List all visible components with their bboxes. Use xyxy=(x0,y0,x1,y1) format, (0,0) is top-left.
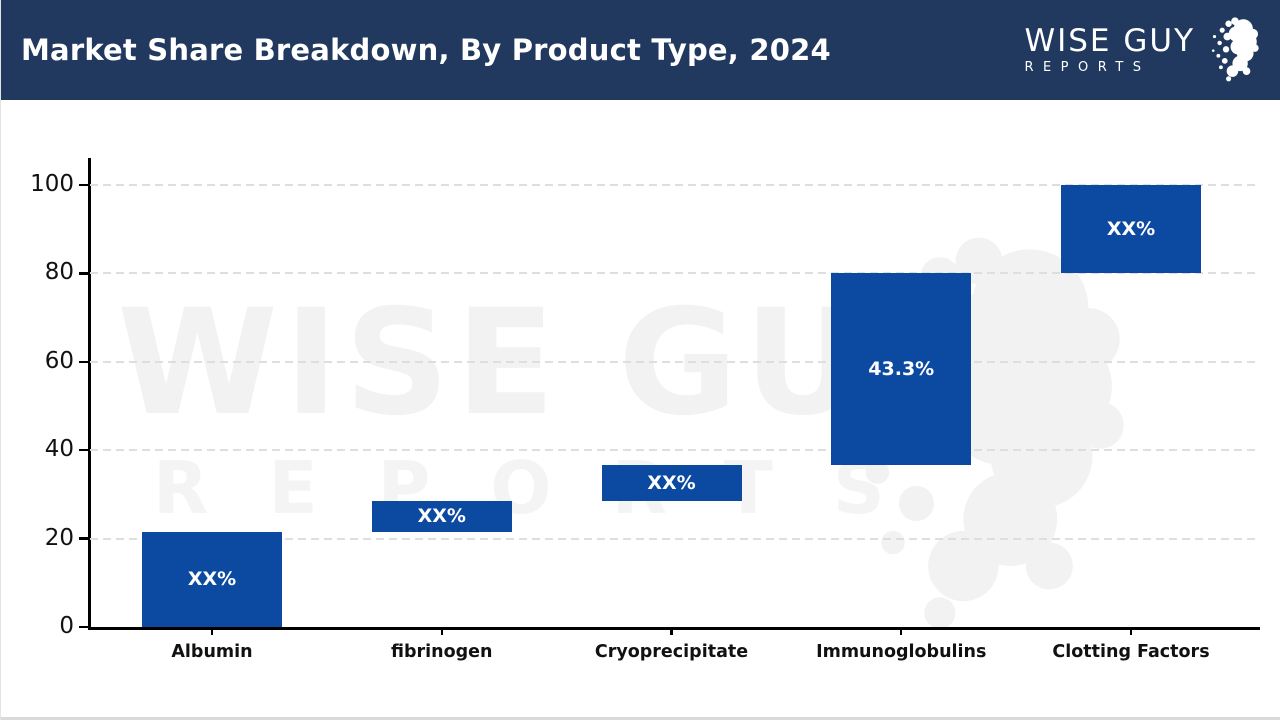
y-axis-tick xyxy=(79,272,88,275)
x-axis-tick xyxy=(900,629,903,635)
wise-guy-reports-logo: WISE GUY REPORTS xyxy=(1024,11,1280,89)
x-axis-line xyxy=(88,627,1260,630)
x-axis-category-label: fibrinogen xyxy=(391,642,493,662)
x-axis-tick xyxy=(210,629,214,635)
bar-albumin: XX% xyxy=(142,531,282,627)
y-axis-tick-label: 40 xyxy=(44,436,74,463)
gridline xyxy=(90,537,1260,540)
bar-value-label: 43.3% xyxy=(868,358,935,381)
y-axis-tick xyxy=(79,625,88,629)
bar-fibrinogen: XX% xyxy=(371,501,512,532)
y-axis-tick-label: 80 xyxy=(44,259,74,286)
y-axis-tick xyxy=(79,449,88,452)
logo-tagline: REPORTS xyxy=(1024,60,1151,76)
dotted-face-icon xyxy=(1203,11,1267,89)
x-axis-category-label: Clotting Factors xyxy=(1052,642,1210,662)
y-axis-tick-label: 60 xyxy=(44,347,74,374)
x-axis-category-label: Cryoprecipitate xyxy=(594,642,749,662)
y-axis-line xyxy=(88,158,91,629)
chart-title: Market Share Breakdown, By Product Type,… xyxy=(21,33,831,67)
bar-value-label: XX% xyxy=(647,471,696,494)
bottom-border-line xyxy=(1,717,1280,720)
bar-immunoglobulins: 43.3% xyxy=(831,273,972,465)
bar-value-label: XX% xyxy=(187,568,237,591)
gridline xyxy=(90,449,1260,452)
bar-cryoprecipitate: XX% xyxy=(601,464,742,502)
gridline xyxy=(90,272,1260,275)
y-axis-tick-label: 100 xyxy=(30,170,74,197)
x-axis-tick xyxy=(440,629,443,635)
y-axis-tick xyxy=(79,183,88,187)
y-axis-tick-label: 0 xyxy=(59,612,74,639)
bar-value-label: XX% xyxy=(417,505,466,528)
gridline xyxy=(90,184,1260,186)
watermark-tagline: REPORTS xyxy=(153,446,945,530)
logo-wordmark: WISE GUY xyxy=(1024,22,1195,59)
header: Market Share Breakdown, By Product Type,… xyxy=(1,0,1280,100)
x-axis-category-label: Albumin xyxy=(171,642,253,662)
y-axis-tick-label: 20 xyxy=(44,524,74,551)
y-axis-tick xyxy=(79,537,88,540)
gridline xyxy=(90,360,1260,363)
x-axis-tick xyxy=(670,629,673,635)
logo-text: WISE GUY REPORTS xyxy=(1024,25,1195,76)
y-axis-tick xyxy=(79,360,88,363)
bar-value-label: XX% xyxy=(1106,218,1156,241)
x-axis-category-label: Immunoglobulins xyxy=(816,642,987,662)
x-axis-tick xyxy=(1129,629,1133,635)
plot-area: 0 20 40 60 80 100 XX% Albumin XX% fibrinogen XX% Cr… xyxy=(30,158,1260,662)
bar-clotting-factors: XX% xyxy=(1061,185,1201,274)
